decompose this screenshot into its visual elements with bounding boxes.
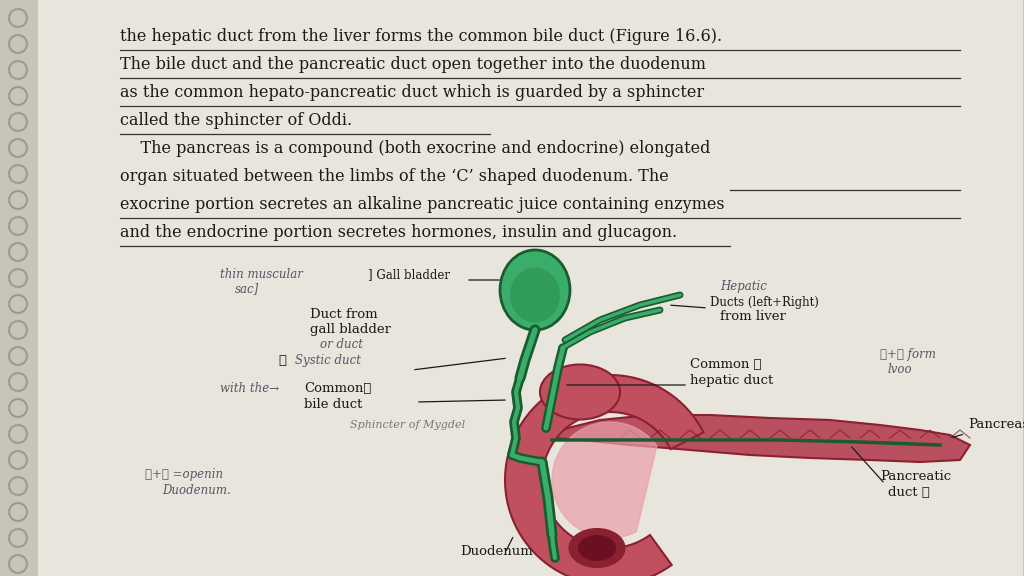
Text: organ situated between the limbs of the ‘C’ shaped duodenum. The: organ situated between the limbs of the … bbox=[120, 168, 669, 185]
Text: Ducts (left+Right): Ducts (left+Right) bbox=[710, 296, 819, 309]
Ellipse shape bbox=[569, 529, 625, 567]
Text: thin muscular: thin muscular bbox=[220, 268, 303, 281]
Text: Duct from: Duct from bbox=[310, 308, 378, 321]
Polygon shape bbox=[552, 422, 657, 538]
Text: duct ⑤: duct ⑤ bbox=[888, 486, 930, 499]
Ellipse shape bbox=[578, 535, 616, 561]
Text: ④+⑤ =openin: ④+⑤ =openin bbox=[145, 468, 223, 481]
Text: ①+② form: ①+② form bbox=[880, 348, 936, 361]
Polygon shape bbox=[505, 375, 703, 576]
Text: exocrine portion secretes an alkaline pancreatic juice containing enzymes: exocrine portion secretes an alkaline pa… bbox=[120, 196, 725, 213]
Ellipse shape bbox=[500, 250, 570, 330]
Text: Pancreatic: Pancreatic bbox=[880, 470, 951, 483]
FancyBboxPatch shape bbox=[38, 0, 1023, 576]
Text: sac]: sac] bbox=[234, 282, 259, 295]
Text: bile duct: bile duct bbox=[304, 398, 362, 411]
Text: with the→: with the→ bbox=[220, 382, 280, 395]
Text: Common ③: Common ③ bbox=[690, 358, 762, 371]
Polygon shape bbox=[555, 415, 970, 462]
Text: Common③: Common③ bbox=[304, 382, 372, 395]
Text: Hepatic: Hepatic bbox=[720, 280, 767, 293]
Text: Systic duct: Systic duct bbox=[295, 354, 361, 367]
Text: and the endocrine portion secretes hormones, insulin and glucagon.: and the endocrine portion secretes hormo… bbox=[120, 224, 677, 241]
Text: Duodenum.: Duodenum. bbox=[162, 484, 230, 497]
Text: or duct: or duct bbox=[319, 338, 362, 351]
Text: ] Gall bladder: ] Gall bladder bbox=[368, 268, 450, 281]
Text: hepatic duct: hepatic duct bbox=[690, 374, 773, 387]
Text: Sphincter of Mygdel: Sphincter of Mygdel bbox=[350, 420, 465, 430]
Ellipse shape bbox=[510, 267, 560, 323]
Text: the hepatic duct from the liver forms the common bile duct (Figure 16.6).: the hepatic duct from the liver forms th… bbox=[120, 28, 722, 45]
Text: ①: ① bbox=[278, 354, 286, 367]
Text: The pancreas is a compound (both exocrine and endocrine) elongated: The pancreas is a compound (both exocrin… bbox=[120, 140, 711, 157]
Text: from liver: from liver bbox=[720, 310, 785, 323]
Text: Pancreas: Pancreas bbox=[952, 418, 1024, 437]
Text: gall bladder: gall bladder bbox=[310, 323, 391, 336]
Text: The bile duct and the pancreatic duct open together into the duodenum: The bile duct and the pancreatic duct op… bbox=[120, 56, 706, 73]
Ellipse shape bbox=[540, 365, 620, 419]
Text: as the common hepato-pancreatic duct which is guarded by a sphincter: as the common hepato-pancreatic duct whi… bbox=[120, 84, 705, 101]
Text: lvoo: lvoo bbox=[888, 363, 912, 376]
Text: Duodenum: Duodenum bbox=[460, 545, 532, 558]
Text: called the sphincter of Oddi.: called the sphincter of Oddi. bbox=[120, 112, 352, 129]
